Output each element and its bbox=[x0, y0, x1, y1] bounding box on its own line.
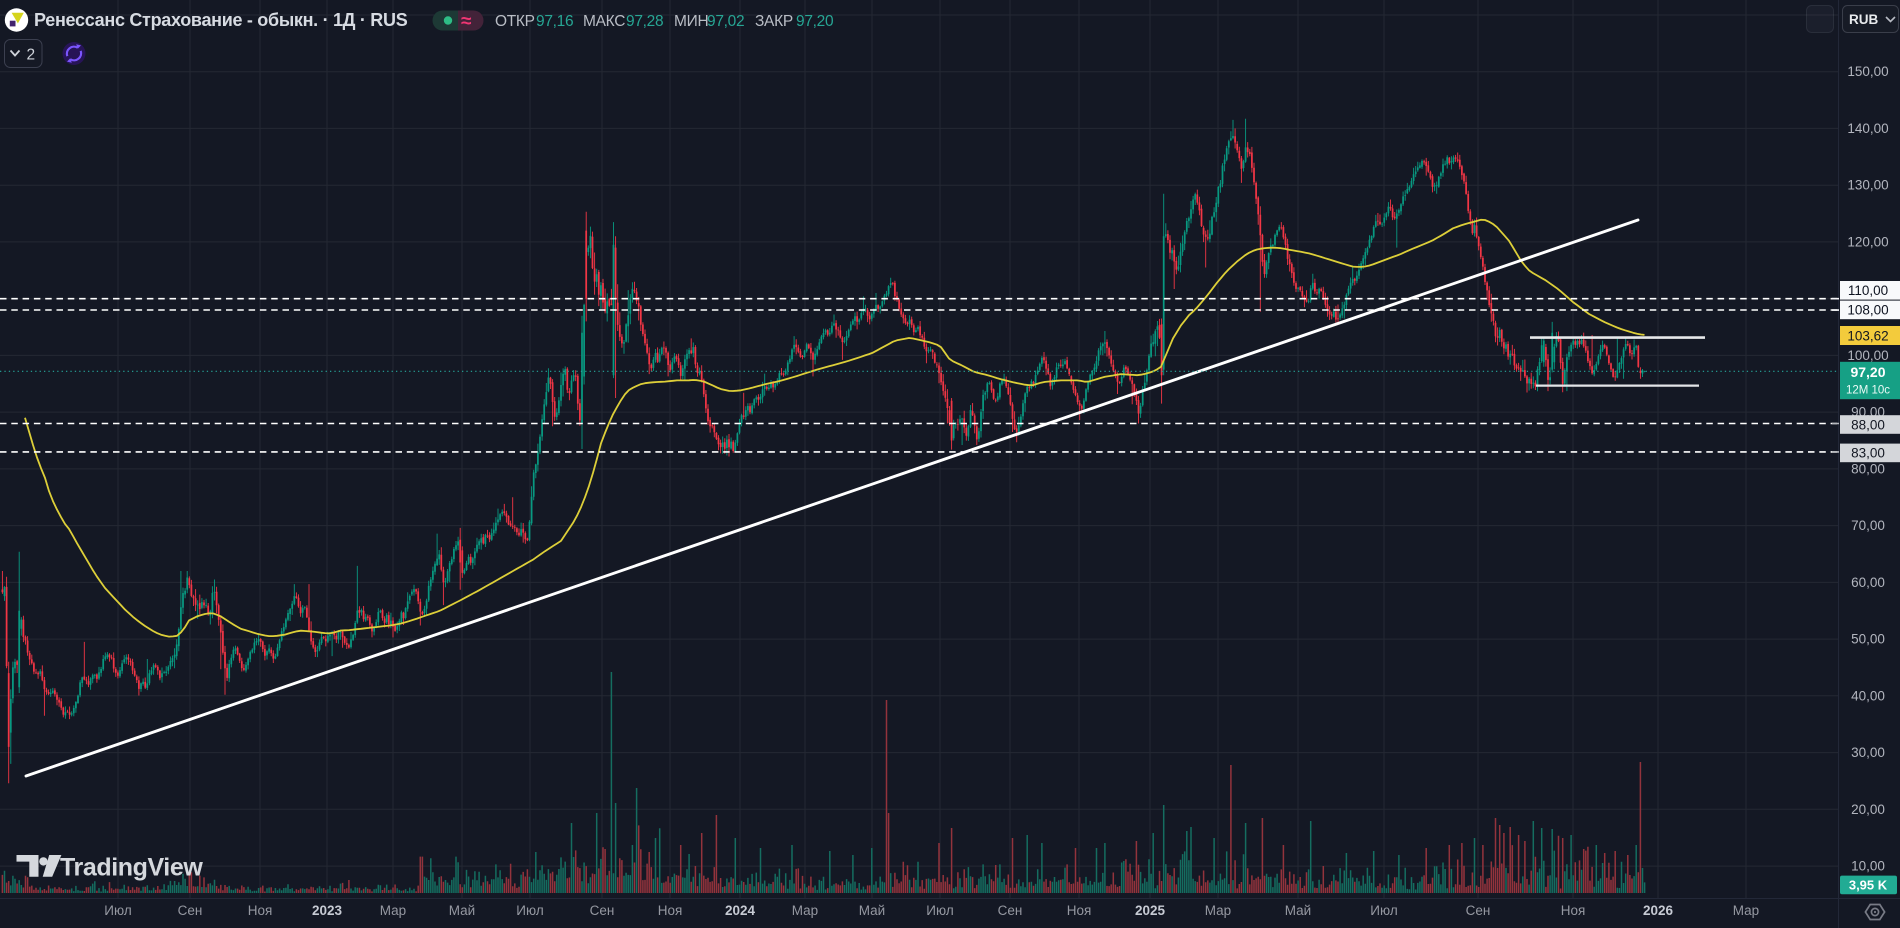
svg-text:Мар: Мар bbox=[380, 903, 406, 918]
svg-text:97,02: 97,02 bbox=[707, 13, 744, 30]
svg-text:Ноя: Ноя bbox=[658, 903, 683, 918]
svg-text:2023: 2023 bbox=[312, 903, 343, 918]
svg-text:Май: Май bbox=[859, 903, 885, 918]
svg-text:120,00: 120,00 bbox=[1847, 234, 1888, 249]
svg-text:МАКС: МАКС bbox=[583, 13, 625, 30]
svg-text:60,00: 60,00 bbox=[1851, 575, 1885, 590]
svg-text:2024: 2024 bbox=[725, 903, 756, 918]
svg-text:130,00: 130,00 bbox=[1847, 178, 1888, 193]
svg-text:RUB: RUB bbox=[1849, 12, 1878, 27]
svg-text:МИН: МИН bbox=[674, 13, 708, 30]
svg-text:80,00: 80,00 bbox=[1851, 461, 1885, 476]
svg-text:Мар: Мар bbox=[792, 903, 818, 918]
svg-text:103,62: 103,62 bbox=[1847, 329, 1888, 344]
svg-text:Мар: Мар bbox=[1733, 903, 1759, 918]
svg-text:≈: ≈ bbox=[461, 11, 472, 32]
svg-text:140,00: 140,00 bbox=[1847, 121, 1888, 136]
svg-text:Сен: Сен bbox=[1466, 903, 1491, 918]
svg-text:Июл: Июл bbox=[516, 903, 543, 918]
svg-text:TradingView: TradingView bbox=[60, 854, 203, 882]
svg-text:Ренессанс Страхование - обыкн.: Ренессанс Страхование - обыкн. · 1Д · RU… bbox=[34, 10, 408, 30]
svg-text:97,16: 97,16 bbox=[536, 13, 573, 30]
svg-text:70,00: 70,00 bbox=[1851, 518, 1885, 533]
svg-text:2026: 2026 bbox=[1643, 903, 1674, 918]
svg-text:Июл: Июл bbox=[926, 903, 953, 918]
svg-text:110,00: 110,00 bbox=[1848, 283, 1888, 298]
svg-text:Сен: Сен bbox=[178, 903, 203, 918]
svg-text:20,00: 20,00 bbox=[1851, 802, 1885, 817]
svg-text:Июл: Июл bbox=[1370, 903, 1397, 918]
svg-text:100,00: 100,00 bbox=[1847, 348, 1888, 363]
svg-text:40,00: 40,00 bbox=[1851, 688, 1885, 703]
svg-text:83,00: 83,00 bbox=[1851, 446, 1885, 461]
svg-text:97,28: 97,28 bbox=[626, 13, 663, 30]
svg-text:108,00: 108,00 bbox=[1847, 303, 1888, 318]
svg-text:Мар: Мар bbox=[1205, 903, 1231, 918]
svg-text:ОТКР: ОТКР bbox=[495, 13, 535, 30]
svg-text:Ноя: Ноя bbox=[1067, 903, 1092, 918]
svg-text:150,00: 150,00 bbox=[1847, 64, 1888, 79]
svg-text:Май: Май bbox=[1285, 903, 1311, 918]
svg-text:Ноя: Ноя bbox=[248, 903, 273, 918]
svg-text:97,20: 97,20 bbox=[796, 13, 834, 30]
svg-text:10,00: 10,00 bbox=[1851, 859, 1885, 874]
svg-text:50,00: 50,00 bbox=[1851, 632, 1885, 647]
svg-text:30,00: 30,00 bbox=[1851, 745, 1885, 760]
svg-text:2: 2 bbox=[27, 47, 36, 64]
svg-text:Июл: Июл bbox=[104, 903, 131, 918]
svg-text:ЗАКР: ЗАКР bbox=[755, 13, 793, 30]
svg-text:Сен: Сен bbox=[998, 903, 1023, 918]
svg-text:97,20: 97,20 bbox=[1850, 364, 1885, 380]
svg-text:12М 10с: 12М 10с bbox=[1846, 384, 1890, 396]
svg-text:Май: Май bbox=[449, 903, 475, 918]
svg-text:Ноя: Ноя bbox=[1561, 903, 1586, 918]
svg-text:2025: 2025 bbox=[1135, 903, 1166, 918]
svg-text:88,00: 88,00 bbox=[1851, 417, 1885, 432]
svg-text:3,95 K: 3,95 K bbox=[1849, 878, 1888, 893]
svg-text:Сен: Сен bbox=[590, 903, 615, 918]
